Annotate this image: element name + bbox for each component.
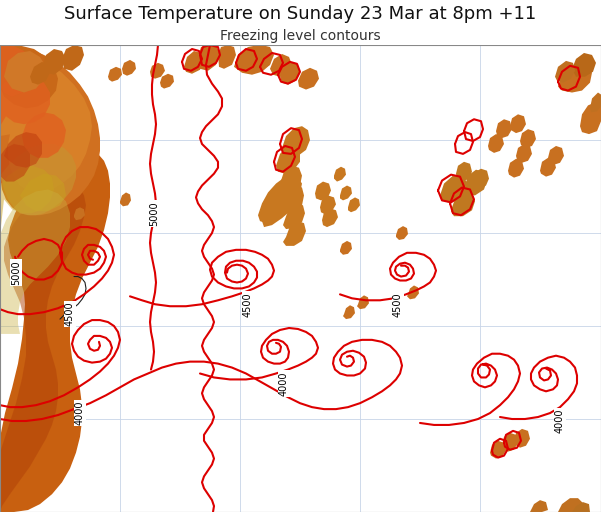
Polygon shape (590, 93, 601, 112)
Polygon shape (42, 49, 66, 75)
Text: 5000: 5000 (149, 201, 159, 226)
Polygon shape (0, 144, 30, 205)
Polygon shape (315, 182, 331, 200)
Polygon shape (502, 433, 518, 452)
Polygon shape (572, 502, 590, 512)
Polygon shape (120, 193, 131, 206)
Polygon shape (320, 196, 336, 214)
Polygon shape (322, 208, 338, 227)
Polygon shape (20, 174, 66, 211)
Polygon shape (451, 190, 475, 216)
Polygon shape (282, 126, 310, 158)
Polygon shape (283, 203, 305, 229)
Text: 4000: 4000 (279, 371, 289, 396)
Polygon shape (298, 68, 319, 90)
Polygon shape (122, 60, 136, 76)
Polygon shape (283, 221, 306, 246)
Polygon shape (514, 429, 530, 447)
Polygon shape (510, 114, 526, 133)
Polygon shape (465, 169, 487, 196)
Polygon shape (276, 146, 300, 174)
Polygon shape (0, 75, 50, 126)
Text: 4500: 4500 (393, 292, 403, 316)
Polygon shape (281, 185, 304, 213)
Polygon shape (234, 45, 272, 75)
Text: 4500: 4500 (65, 302, 75, 327)
Polygon shape (22, 112, 66, 158)
Polygon shape (0, 45, 58, 109)
Polygon shape (348, 198, 360, 212)
Polygon shape (0, 151, 110, 512)
Polygon shape (0, 189, 70, 334)
Polygon shape (218, 45, 236, 69)
Polygon shape (508, 159, 524, 178)
Polygon shape (530, 500, 548, 512)
Polygon shape (0, 45, 34, 96)
Polygon shape (558, 63, 592, 93)
Polygon shape (396, 226, 408, 240)
Polygon shape (440, 176, 468, 202)
Polygon shape (0, 185, 86, 512)
Polygon shape (334, 167, 346, 182)
Polygon shape (548, 146, 564, 165)
Text: 5000: 5000 (11, 260, 21, 285)
Text: Freezing level contours: Freezing level contours (220, 29, 381, 43)
Polygon shape (357, 295, 369, 309)
Polygon shape (150, 63, 165, 79)
Polygon shape (0, 166, 54, 235)
Polygon shape (278, 166, 302, 196)
Polygon shape (30, 62, 50, 84)
Polygon shape (198, 45, 220, 71)
Polygon shape (258, 176, 302, 223)
Polygon shape (0, 144, 76, 334)
Polygon shape (490, 441, 506, 459)
Polygon shape (270, 54, 292, 77)
Polygon shape (472, 169, 489, 188)
Polygon shape (250, 45, 274, 70)
Text: Surface Temperature on Sunday 23 Mar at 8pm +11: Surface Temperature on Sunday 23 Mar at … (64, 5, 537, 23)
Polygon shape (496, 119, 512, 138)
Polygon shape (62, 45, 84, 71)
Polygon shape (0, 45, 100, 215)
Polygon shape (280, 62, 300, 84)
Polygon shape (488, 134, 504, 153)
Polygon shape (580, 102, 601, 134)
Polygon shape (516, 144, 532, 163)
Polygon shape (108, 67, 122, 81)
Polygon shape (407, 286, 419, 300)
Polygon shape (184, 51, 204, 74)
Polygon shape (540, 158, 556, 177)
Polygon shape (456, 162, 472, 182)
Text: 4000: 4000 (555, 409, 565, 433)
Polygon shape (160, 74, 174, 89)
Polygon shape (4, 51, 46, 93)
Polygon shape (555, 61, 575, 82)
Polygon shape (262, 185, 299, 227)
Polygon shape (520, 129, 536, 148)
Polygon shape (0, 45, 92, 191)
Text: 4000: 4000 (75, 401, 85, 425)
Polygon shape (340, 185, 352, 200)
Polygon shape (340, 241, 352, 255)
Polygon shape (558, 498, 584, 512)
Text: 4500: 4500 (243, 292, 253, 316)
Polygon shape (572, 53, 596, 77)
Polygon shape (4, 132, 42, 168)
Polygon shape (343, 305, 355, 319)
Polygon shape (74, 207, 85, 220)
